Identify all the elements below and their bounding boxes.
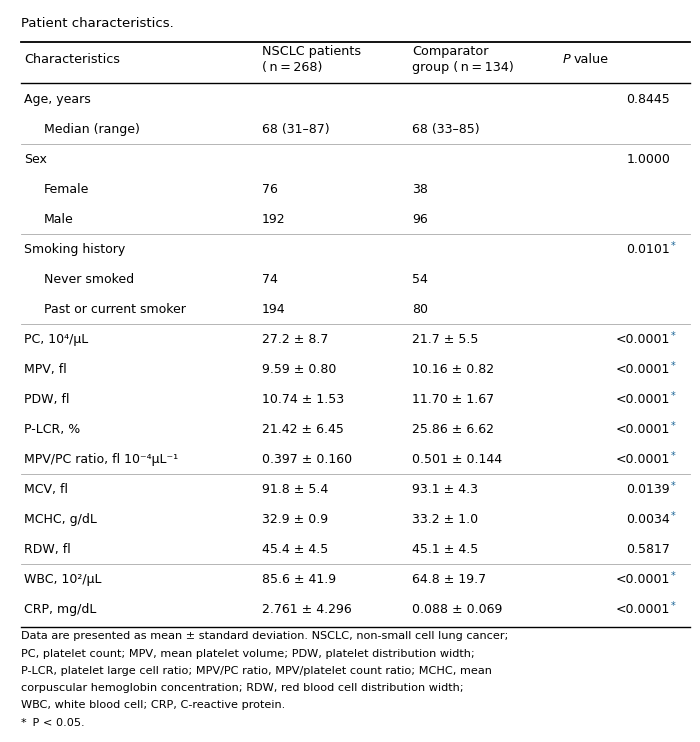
Text: 33.2 ± 1.0: 33.2 ± 1.0	[412, 513, 478, 526]
Text: Smoking history: Smoking history	[25, 243, 126, 256]
Text: 0.8445: 0.8445	[626, 93, 670, 106]
Text: 1.0000: 1.0000	[626, 153, 670, 166]
Text: *: *	[671, 241, 676, 251]
Text: 91.8 ± 5.4: 91.8 ± 5.4	[262, 483, 328, 496]
Text: PC, platelet count; MPV, mean platelet volume; PDW, platelet distribution width;: PC, platelet count; MPV, mean platelet v…	[21, 649, 475, 658]
Text: <0.0001: <0.0001	[616, 603, 670, 617]
Text: Median (range): Median (range)	[44, 123, 140, 136]
Text: *: *	[671, 571, 676, 581]
Text: Male: Male	[44, 213, 74, 226]
Text: 0.5817: 0.5817	[626, 543, 670, 556]
Text: *: *	[671, 421, 676, 431]
Text: CRP, mg/dL: CRP, mg/dL	[25, 603, 97, 617]
Text: 38: 38	[412, 183, 428, 196]
Text: 10.74 ± 1.53: 10.74 ± 1.53	[262, 393, 344, 406]
Text: 0.0101: 0.0101	[626, 243, 670, 256]
Text: 27.2 ± 8.7: 27.2 ± 8.7	[262, 333, 328, 347]
Text: 54: 54	[412, 273, 428, 286]
Text: RDW, fl: RDW, fl	[25, 543, 71, 556]
Text: value: value	[574, 53, 609, 66]
Text: 11.70 ± 1.67: 11.70 ± 1.67	[412, 393, 494, 406]
Text: Patient characteristics.: Patient characteristics.	[21, 17, 174, 30]
Text: 96: 96	[412, 213, 428, 226]
Text: *: *	[671, 451, 676, 461]
Text: 45.4 ± 4.5: 45.4 ± 4.5	[262, 543, 328, 556]
Text: <0.0001: <0.0001	[616, 574, 670, 586]
Text: 80: 80	[412, 303, 428, 316]
Text: 21.42 ± 6.45: 21.42 ± 6.45	[262, 423, 344, 436]
Text: corpuscular hemoglobin concentration; RDW, red blood cell distribution width;: corpuscular hemoglobin concentration; RD…	[21, 683, 463, 692]
Text: *: *	[671, 511, 676, 521]
Text: Never smoked: Never smoked	[44, 273, 134, 286]
Text: MCHC, g/dL: MCHC, g/dL	[25, 513, 97, 526]
Text: Age, years: Age, years	[25, 93, 91, 106]
Text: *: *	[671, 481, 676, 491]
Text: *: *	[671, 361, 676, 371]
Text: MPV/PC ratio, fl 10⁻⁴μL⁻¹: MPV/PC ratio, fl 10⁻⁴μL⁻¹	[25, 453, 178, 466]
Text: PDW, fl: PDW, fl	[25, 393, 70, 406]
Text: 0.0139: 0.0139	[626, 483, 670, 496]
Text: 21.7 ± 5.5: 21.7 ± 5.5	[412, 333, 479, 347]
Text: 76: 76	[262, 183, 278, 196]
Text: 9.59 ± 0.80: 9.59 ± 0.80	[262, 363, 336, 376]
Text: Female: Female	[44, 183, 90, 196]
Text: 85.6 ± 41.9: 85.6 ± 41.9	[262, 574, 336, 586]
Text: Sex: Sex	[25, 153, 48, 166]
Text: 68 (31–87): 68 (31–87)	[262, 123, 330, 136]
Text: *: *	[671, 331, 676, 341]
Text: 45.1 ± 4.5: 45.1 ± 4.5	[412, 543, 479, 556]
Text: <0.0001: <0.0001	[616, 333, 670, 347]
Text: 68 (33–85): 68 (33–85)	[412, 123, 480, 136]
Text: 0.397 ± 0.160: 0.397 ± 0.160	[262, 453, 352, 466]
Text: <0.0001: <0.0001	[616, 363, 670, 376]
Text: 64.8 ± 19.7: 64.8 ± 19.7	[412, 574, 486, 586]
Text: 194: 194	[262, 303, 286, 316]
Text: WBC, white blood cell; CRP, C-reactive protein.: WBC, white blood cell; CRP, C-reactive p…	[21, 700, 286, 709]
Text: 2.761 ± 4.296: 2.761 ± 4.296	[262, 603, 351, 617]
Text: P-LCR, %: P-LCR, %	[25, 423, 80, 436]
Text: 74: 74	[262, 273, 278, 286]
Text: <0.0001: <0.0001	[616, 393, 670, 406]
Text: *: *	[671, 391, 676, 401]
Text: 192: 192	[262, 213, 286, 226]
Text: 0.088 ± 0.069: 0.088 ± 0.069	[412, 603, 503, 617]
Text: MCV, fl: MCV, fl	[25, 483, 69, 496]
Text: <0.0001: <0.0001	[616, 453, 670, 466]
Text: PC, 10⁴/μL: PC, 10⁴/μL	[25, 333, 89, 347]
Text: 0.501 ± 0.144: 0.501 ± 0.144	[412, 453, 503, 466]
Text: NSCLC patients
( n = 268): NSCLC patients ( n = 268)	[262, 45, 361, 74]
Text: Past or current smoker: Past or current smoker	[44, 303, 186, 316]
Text: WBC, 10²/μL: WBC, 10²/μL	[25, 574, 102, 586]
Text: Comparator
group ( n = 134): Comparator group ( n = 134)	[412, 45, 514, 74]
Text: Characteristics: Characteristics	[25, 53, 120, 66]
Text: <0.0001: <0.0001	[616, 423, 670, 436]
Text: 25.86 ± 6.62: 25.86 ± 6.62	[412, 423, 494, 436]
Text: 10.16 ± 0.82: 10.16 ± 0.82	[412, 363, 494, 376]
Text: 32.9 ± 0.9: 32.9 ± 0.9	[262, 513, 328, 526]
Text: Data are presented as mean ± standard deviation. NSCLC, non-small cell lung canc: Data are presented as mean ± standard de…	[21, 631, 508, 641]
Text: 93.1 ± 4.3: 93.1 ± 4.3	[412, 483, 478, 496]
Text: P-LCR, platelet large cell ratio; MPV/PC ratio, MPV/platelet count ratio; MCHC, : P-LCR, platelet large cell ratio; MPV/PC…	[21, 666, 492, 675]
Text: *  P < 0.05.: * P < 0.05.	[21, 718, 85, 728]
Text: *: *	[671, 601, 676, 611]
Text: ​P: ​P	[563, 53, 570, 66]
Text: MPV, fl: MPV, fl	[25, 363, 67, 376]
Text: 0.0034: 0.0034	[626, 513, 670, 526]
